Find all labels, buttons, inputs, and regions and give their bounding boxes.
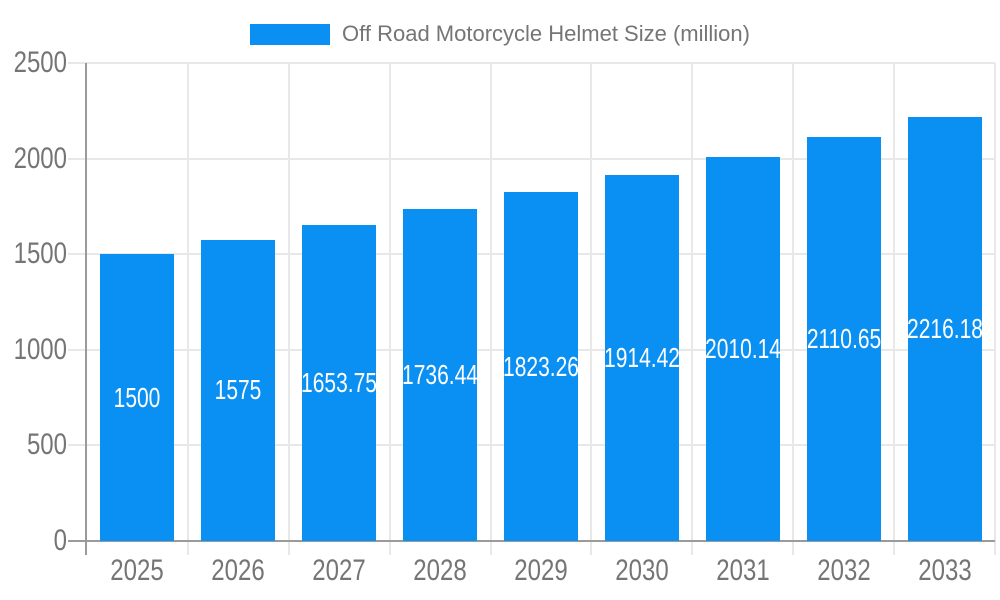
x-axis-tick-label: 2033: [917, 554, 972, 587]
gridline-h: [68, 62, 995, 64]
bar-2029[interactable]: 1823.26: [503, 192, 579, 541]
chart-legend: Off Road Motorcycle Helmet Size (million…: [0, 21, 1000, 47]
legend-label: Off Road Motorcycle Helmet Size (million…: [342, 21, 750, 46]
y-axis-tick-label: 2500: [13, 46, 67, 79]
gridline-v: [186, 63, 189, 555]
gridline-v: [489, 63, 492, 555]
bar-value-label: 2216.18: [906, 313, 983, 345]
legend-item[interactable]: Off Road Motorcycle Helmet Size (million…: [250, 21, 750, 47]
bar-2026[interactable]: 1575: [201, 239, 276, 541]
bar-value-label: 2110.65: [806, 323, 881, 355]
y-axis-tick-label: 1000: [13, 332, 67, 366]
gridline-v: [994, 63, 996, 555]
gridline-v: [590, 63, 593, 555]
legend-swatch: [250, 23, 331, 45]
x-axis-tick-label: 2026: [211, 554, 266, 587]
y-axis-tick-label: 500: [26, 428, 67, 462]
x-axis-tick-label: 2027: [312, 554, 366, 587]
bar-2028[interactable]: 1736.44: [402, 208, 479, 541]
gridline-v: [893, 63, 896, 555]
bar-2032[interactable]: 2110.65: [806, 137, 881, 541]
bar-value-label: 1823.26: [503, 350, 579, 382]
y-axis-tick-label: 0: [53, 524, 67, 557]
bar-2027[interactable]: 1653.75: [301, 224, 378, 541]
y-axis-line: [85, 63, 87, 555]
gridline-v: [691, 63, 694, 555]
gridline-v: [287, 63, 290, 555]
bar-value-label: 1914.42: [603, 341, 680, 373]
bar-value-label: 1736.44: [402, 358, 479, 390]
bar-2033[interactable]: 2216.18: [906, 117, 983, 541]
x-axis-tick-label: 2031: [716, 554, 770, 587]
bar-2025[interactable]: 1500: [100, 254, 175, 541]
bar-value-label: 1653.75: [301, 366, 378, 398]
y-axis-tick-label: 1500: [13, 237, 67, 271]
x-axis-tick-label: 2028: [413, 554, 467, 587]
bar-value-label: 1500: [114, 381, 161, 413]
x-axis-tick-label: 2032: [816, 554, 871, 587]
y-axis-tick-label: 2000: [13, 141, 67, 175]
gridline-v: [792, 63, 795, 555]
gridline-v: [388, 63, 391, 555]
gridline-h: [68, 157, 995, 160]
bar-value-label: 2010.14: [704, 332, 781, 364]
x-axis-line: [68, 540, 995, 542]
bar-2031[interactable]: 2010.14: [704, 156, 781, 541]
x-axis-tick-label: 2025: [110, 554, 165, 587]
x-axis-tick-label: 2030: [615, 554, 669, 587]
x-axis-tick-label: 2029: [514, 554, 568, 587]
bar-value-label: 1575: [214, 374, 262, 406]
bar-2030[interactable]: 1914.42: [603, 174, 680, 541]
